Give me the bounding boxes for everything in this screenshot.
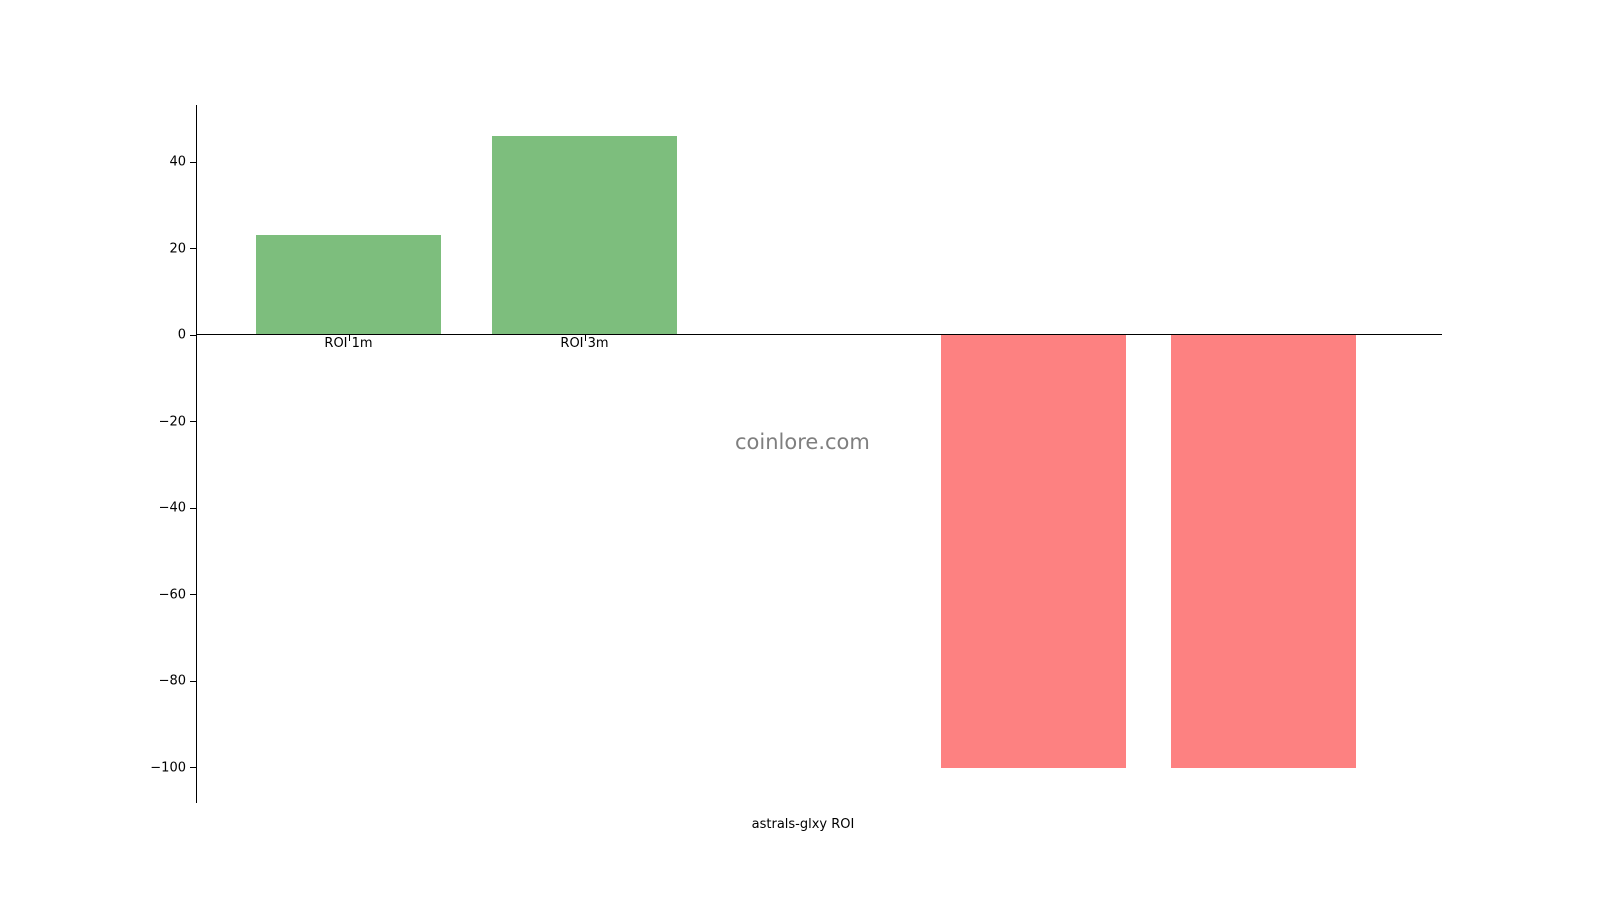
y-tick-mark	[190, 421, 196, 422]
bar-roi-3m	[492, 135, 677, 335]
x-tick-label: ROI 3m	[560, 335, 609, 351]
y-tick-label: 40	[169, 154, 186, 170]
bar-roi-1m	[256, 235, 441, 335]
x-tick-mark	[348, 335, 350, 341]
y-tick-mark	[190, 680, 196, 682]
x-axis-title: astrals-glxy ROI	[751, 817, 855, 832]
x-axis-zero-line	[196, 334, 1442, 335]
x-tick-label: ROI 1m	[324, 335, 373, 351]
y-axis-line	[196, 105, 197, 803]
y-tick-label: 20	[169, 241, 186, 256]
y-tick-label: −40	[158, 500, 186, 516]
y-tick-mark	[190, 594, 196, 595]
y-tick-mark	[190, 334, 196, 336]
y-tick-mark	[190, 507, 196, 509]
bar-unlabeled-3	[941, 335, 1126, 768]
y-tick-label: −100	[150, 760, 186, 775]
watermark-text: coinlore.com	[735, 430, 870, 454]
y-tick-mark	[190, 248, 196, 249]
y-tick-mark	[190, 161, 196, 163]
y-tick-label: −20	[158, 414, 186, 429]
y-tick-label: −80	[158, 673, 186, 689]
y-tick-label: −60	[158, 587, 186, 602]
bar-unlabeled-4	[1171, 335, 1356, 768]
x-tick-mark	[584, 335, 586, 341]
y-tick-label: 0	[177, 327, 186, 343]
y-tick-mark	[190, 767, 196, 768]
